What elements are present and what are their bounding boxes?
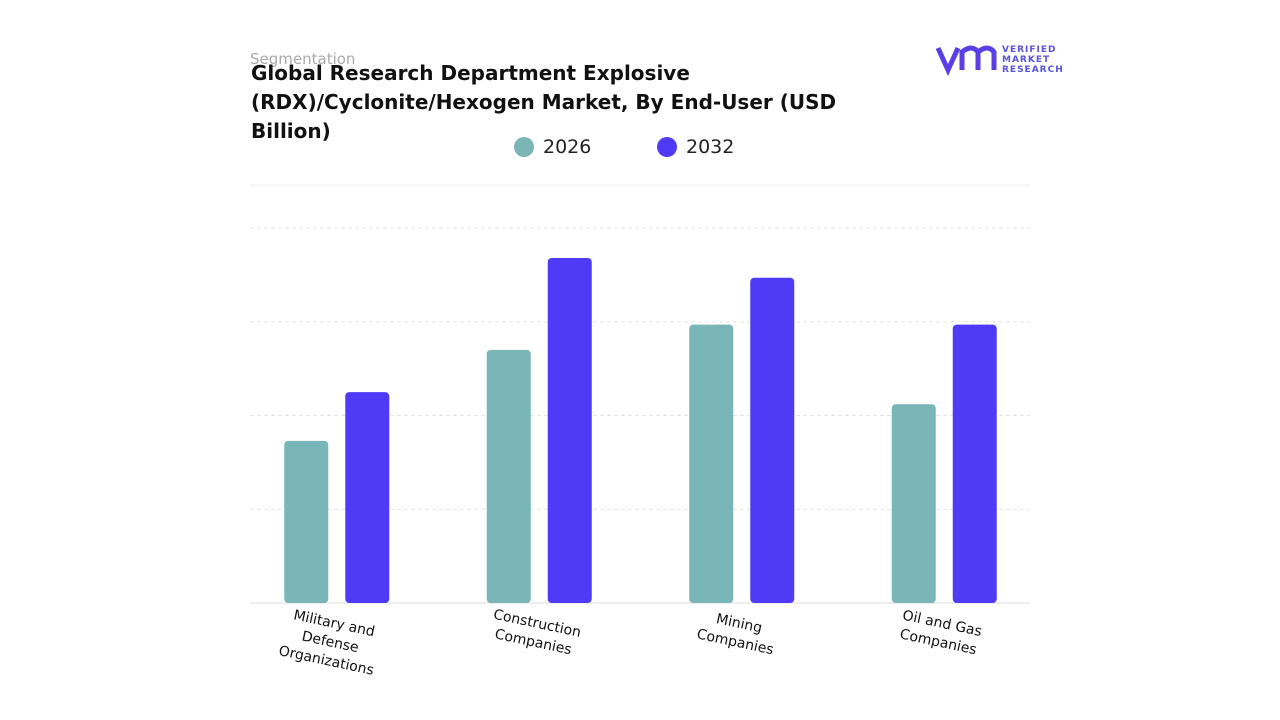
legend-item: 2032 xyxy=(657,136,734,158)
bar xyxy=(486,349,531,603)
chart-title: Global Research Department Explosive (RD… xyxy=(251,61,837,143)
legend-label: 2026 xyxy=(543,136,592,158)
kicker: Segmentation xyxy=(250,50,356,68)
bar xyxy=(891,404,936,603)
logo: VERIFIED MARKET RESEARCH xyxy=(1002,45,1064,75)
legend-label: 2032 xyxy=(686,136,735,158)
logo-text: RESEARCH xyxy=(1002,65,1064,75)
legend-item: 2026 xyxy=(514,136,591,158)
legend-swatch xyxy=(514,137,534,157)
bar xyxy=(750,277,795,603)
logo-text: MARKET xyxy=(1002,55,1051,65)
bar xyxy=(689,324,734,603)
bar xyxy=(345,392,390,603)
logo-text: VERIFIED xyxy=(1002,45,1057,55)
bar xyxy=(952,324,997,603)
logo-mark xyxy=(935,45,997,77)
legend-swatch xyxy=(657,137,677,157)
bar xyxy=(547,258,592,603)
bar xyxy=(284,440,329,603)
